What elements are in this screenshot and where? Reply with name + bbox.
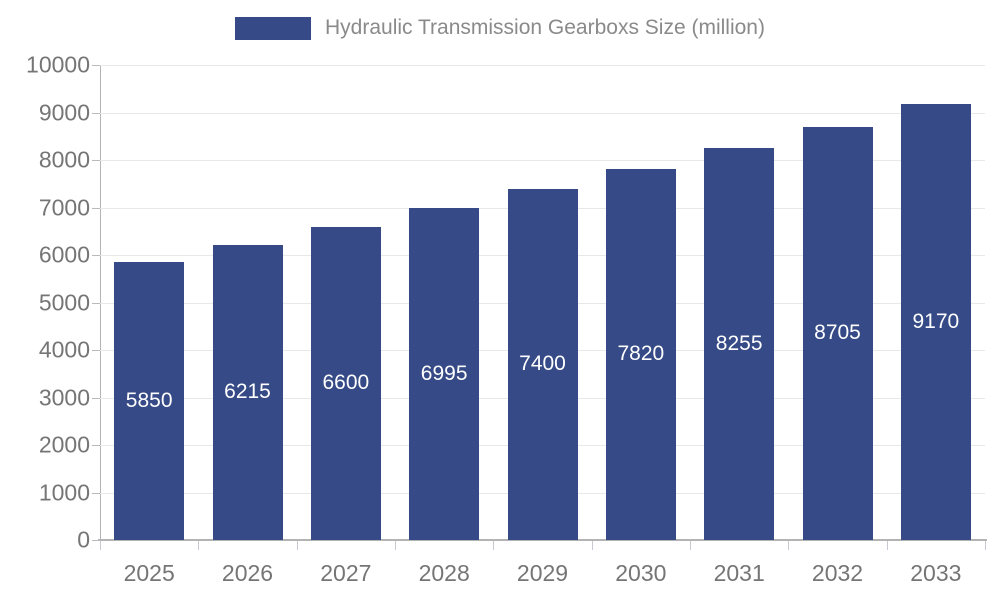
y-axis-tick xyxy=(92,65,100,66)
bar-value-label: 7400 xyxy=(519,352,566,376)
x-axis-tick xyxy=(198,541,200,550)
bar-value-label: 8705 xyxy=(814,321,861,345)
y-tick-label: 3000 xyxy=(38,384,90,410)
x-tick-label: 2026 xyxy=(221,560,274,586)
x-tick-label: 2031 xyxy=(713,560,765,586)
y-tick-label: 1000 xyxy=(38,479,90,505)
y-axis-tick xyxy=(92,207,100,209)
y-axis-tick xyxy=(92,160,100,161)
x-axis-tick xyxy=(788,541,790,550)
bar-2032: 8705 xyxy=(802,126,873,540)
bar-2033: 9170 xyxy=(900,104,971,540)
y-axis-tick xyxy=(92,302,100,304)
bar-value-label: 7820 xyxy=(617,342,665,366)
x-tick-label: 2029 xyxy=(516,560,569,586)
y-axis-tick xyxy=(92,397,100,399)
x-tick-label: 2028 xyxy=(418,560,470,586)
x-tick-label: 2033 xyxy=(910,560,962,586)
y-axis-tick xyxy=(92,540,100,541)
x-axis-tick xyxy=(296,541,298,550)
bar-2027: 6600 xyxy=(310,226,381,540)
bar-value-label: 6215 xyxy=(224,380,271,404)
bar-2028: 6995 xyxy=(409,207,480,540)
bar-2030: 7820 xyxy=(605,168,676,540)
gridline xyxy=(100,65,985,66)
y-axis-tick xyxy=(92,255,100,256)
y-tick-label: 8000 xyxy=(38,146,90,173)
y-axis-tick xyxy=(92,445,100,446)
bar-value-label: 9170 xyxy=(912,310,960,334)
x-tick-label: 2025 xyxy=(123,560,175,586)
y-axis-tick xyxy=(92,492,100,494)
x-axis-tick xyxy=(886,541,888,550)
bar-value-label: 8255 xyxy=(715,331,763,355)
bar-2026: 6215 xyxy=(212,244,283,540)
y-tick-label: 2000 xyxy=(38,431,90,458)
gridline xyxy=(100,160,985,161)
x-tick-label: 2030 xyxy=(615,560,667,586)
legend-label: Hydraulic Transmission Gearboxs Size (mi… xyxy=(325,16,765,39)
y-tick-label: 5000 xyxy=(38,289,90,315)
bar-2029: 7400 xyxy=(507,188,578,540)
x-tick-label: 2027 xyxy=(320,560,372,586)
bar-2025: 5850 xyxy=(114,262,185,540)
x-axis-tick xyxy=(690,541,691,550)
bar-value-label: 6995 xyxy=(420,361,468,385)
bar-value-label: 5850 xyxy=(125,389,173,413)
x-axis-tick xyxy=(395,541,396,550)
x-axis-tick xyxy=(985,541,986,550)
y-tick-label: 9000 xyxy=(38,99,90,125)
y-axis-tick xyxy=(92,350,100,351)
x-axis-tick xyxy=(100,541,101,550)
x-axis-tick xyxy=(493,541,495,550)
legend-swatch xyxy=(235,16,312,40)
y-tick-label: 0 xyxy=(77,526,90,553)
y-axis-tick xyxy=(92,112,100,114)
x-axis-tick xyxy=(591,541,593,550)
plot-area: 5850 6215 6600 6995 7400 7820 8255 8705 9170 xyxy=(100,65,985,540)
y-tick-label: 6000 xyxy=(38,241,90,268)
x-tick-label: 2032 xyxy=(811,560,864,586)
y-tick-label: 4000 xyxy=(38,336,90,363)
gridline xyxy=(100,112,985,114)
bar-value-label: 6600 xyxy=(322,371,370,395)
y-tick-label: 10000 xyxy=(26,51,90,78)
bar-2031: 8255 xyxy=(704,147,775,540)
x-axis-line xyxy=(98,539,987,541)
legend: Hydraulic Transmission Gearboxs Size (mi… xyxy=(0,16,1000,40)
y-tick-label: 7000 xyxy=(38,194,90,220)
